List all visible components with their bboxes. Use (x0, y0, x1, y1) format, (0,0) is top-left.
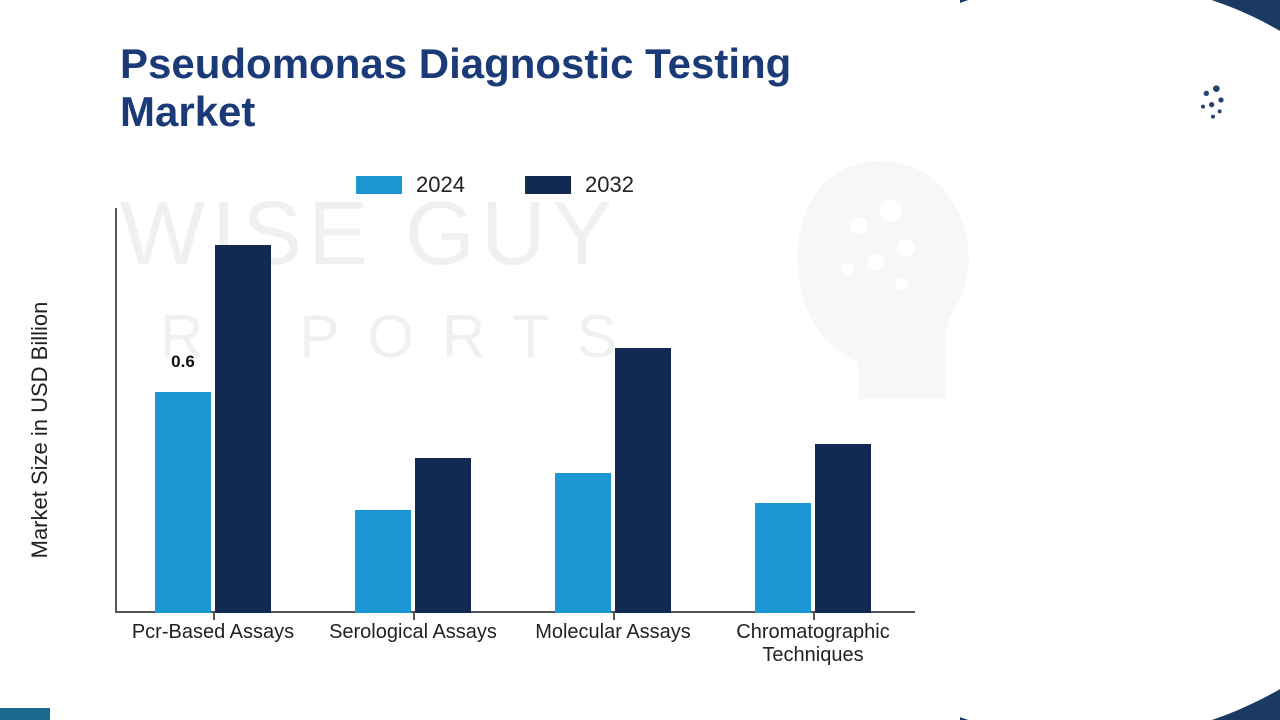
bar (615, 348, 671, 613)
legend-label-2024: 2024 (416, 172, 465, 198)
plot-area: Pcr-Based AssaysSerological AssaysMolecu… (115, 208, 915, 613)
bar (815, 444, 871, 613)
chart-title: Pseudomonas Diagnostic Testing Market (120, 40, 840, 137)
bar (755, 503, 811, 613)
brand-logo: WISEGUY REPORTS (990, 40, 1240, 95)
legend-swatch-2032 (525, 176, 571, 194)
bar (355, 510, 411, 613)
bar (155, 392, 211, 613)
category-label: Pcr-Based Assays (123, 613, 303, 644)
legend-item-2032: 2032 (525, 172, 634, 198)
bar-chart: Market Size in USD Billion 2024 2032 Pcr… (60, 200, 930, 660)
category-label: Molecular Assays (523, 613, 703, 644)
bar (415, 458, 471, 613)
legend-label-2032: 2032 (585, 172, 634, 198)
legend-item-2024: 2024 (356, 172, 465, 198)
y-axis-line (115, 208, 117, 613)
infographic-canvas: WISE GUY REPORTS Pseudomonas Diagnostic … (0, 0, 1280, 720)
chart-legend: 2024 2032 (356, 172, 634, 198)
bar (555, 473, 611, 613)
bar (215, 245, 271, 613)
logo-word-wise: WISE (1065, 40, 1160, 78)
category-label: Chromatographic Techniques (723, 613, 903, 667)
logo-head-icon (1178, 70, 1248, 150)
category-label: Serological Assays (323, 613, 503, 644)
y-axis-label: Market Size in USD Billion (27, 302, 53, 559)
legend-swatch-2024 (356, 176, 402, 194)
bottom-accent-bar (0, 708, 50, 720)
value-label: 0.6 (171, 352, 195, 372)
